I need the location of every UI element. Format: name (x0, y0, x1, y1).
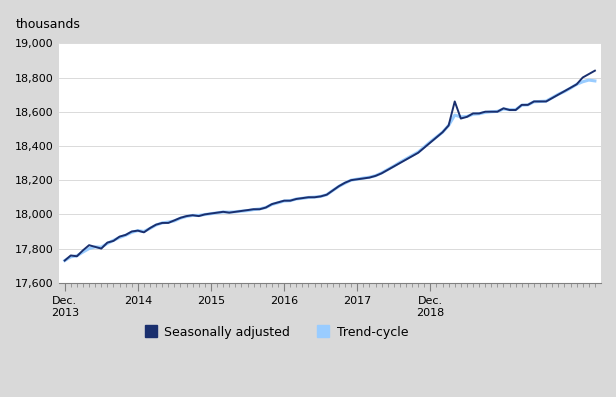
Text: thousands: thousands (15, 18, 80, 31)
Legend: Seasonally adjusted, Trend-cycle: Seasonally adjusted, Trend-cycle (138, 321, 413, 344)
